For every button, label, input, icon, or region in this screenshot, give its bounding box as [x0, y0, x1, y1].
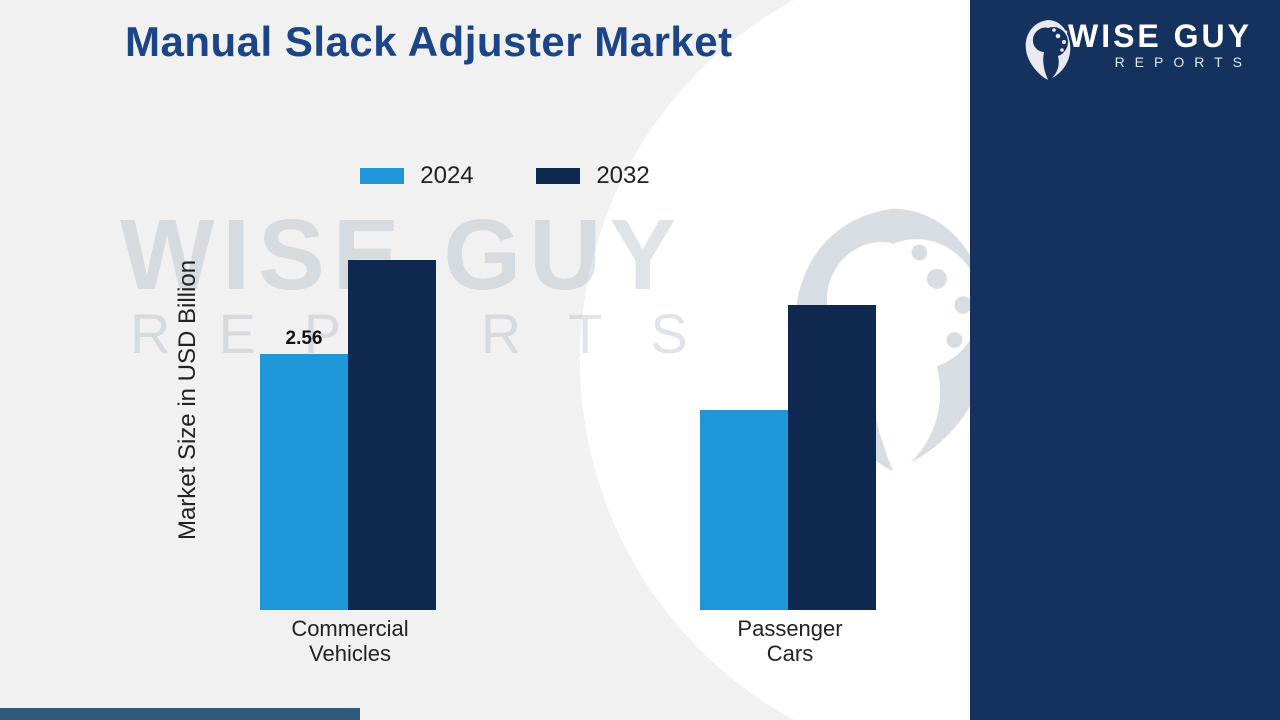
chart-title: Manual Slack Adjuster Market	[125, 18, 733, 66]
bar	[700, 410, 788, 610]
x-category-label: PassengerCars	[680, 610, 900, 667]
bottom-stripe	[0, 708, 360, 720]
legend-label: 2032	[596, 162, 649, 190]
brand-line1: WISE GUY	[1068, 20, 1252, 52]
brand-band	[970, 0, 1280, 720]
bar-value-label: 2.56	[286, 328, 323, 350]
legend-swatch	[360, 168, 404, 184]
bar	[788, 305, 876, 610]
chart-canvas: WISE GUY REPORTS WISE GUY REPORTS Manual…	[0, 0, 1280, 720]
x-category-label: CommercialVehicles	[240, 610, 460, 667]
legend-swatch	[536, 168, 580, 184]
bar: 2.56	[260, 354, 348, 610]
bar	[348, 260, 436, 610]
brand-line2: REPORTS	[1068, 52, 1252, 73]
legend-label: 2024	[420, 162, 473, 190]
legend-item: 2024	[360, 162, 473, 190]
legend-item: 2032	[536, 162, 649, 190]
legend: 2024 2032	[0, 162, 1010, 191]
brand-head-icon	[1018, 18, 1072, 82]
brand-logo: WISE GUY REPORTS	[1068, 20, 1252, 73]
plot-area: 2.56CommercialVehiclesPassengerCars	[140, 210, 960, 610]
